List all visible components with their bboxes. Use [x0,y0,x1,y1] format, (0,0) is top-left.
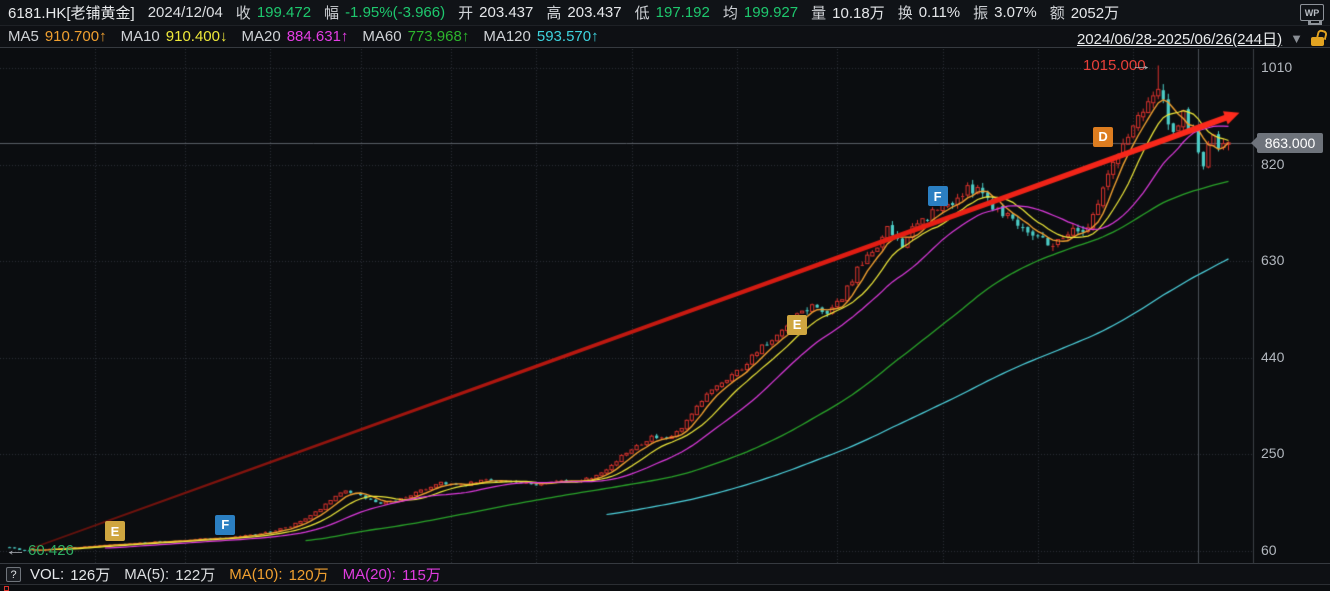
ma-item-value: 884.631↑ [286,28,349,45]
volume-bar [4,586,9,591]
chevron-down-icon[interactable]: ▼ [1290,31,1303,46]
quote-field: 低 197.192 [635,2,710,23]
event-marker-E[interactable]: E [787,314,808,335]
quote-field: 量 10.18万 [811,2,885,23]
wp-icon-label: WP [1304,7,1320,18]
quote-fields: 收 199.472 幅 -1.95%(-3.966) 开 203.437 高 203.437 低… [236,2,1119,23]
ma-values: MA5 910.700↑ MA10 910.400↓ MA20 884.631↑ MA60 7… [8,28,599,45]
ma-item-value: 593.570↑ [536,28,599,45]
help-icon[interactable]: ? [6,567,21,582]
ma-indicator-bar: MA5 910.700↑ MA10 910.400↓ MA20 884.631↑ MA60 7… [0,26,1330,48]
quote-field-label: 幅 [324,5,340,22]
ma-item-label: MA5 [8,28,39,45]
quote-field-label: 低 [634,5,650,22]
quote-field-value: 0.11% [918,4,961,21]
ma-item: MA10 910.400↓ [121,28,228,45]
volume-toolbar: ? VOL: 126万 MA(5): 122万 MA(10): 120万 MA(20): 11… [0,563,1330,585]
quote-field-value: 10.18万 [832,5,885,22]
quote-field-label: 振 [973,5,989,22]
y-axis-tick: 630 [1261,252,1285,269]
quote-field: 高 203.437 [546,2,621,23]
y-axis-tick: 820 [1261,155,1285,172]
volume-values: VOL: 126万 MA(5): 122万 MA(10): 120万 MA(20): 115万 [30,564,441,585]
quote-field-value: 199.472 [256,4,312,21]
arrow-left-icon: ← [4,541,27,559]
ma-item-label: MA120 [483,28,531,45]
volume-item: MA(20): 115万 [343,564,441,585]
lock-icon[interactable] [1311,36,1324,46]
last-price-value: 863.000 [1264,134,1316,151]
y-axis-tick: 1010 [1261,59,1293,75]
candlestick-chart[interactable]: 1010 820 630 440 250 60 E F E F D 1015.000 → ← 60… [0,49,1330,563]
event-marker-E[interactable]: E [104,521,125,542]
quote-field-label: 量 [811,5,827,22]
quote-field-label: 收 [235,5,251,22]
y-axis-tick: 440 [1261,348,1285,365]
volume-item-label: MA(10): [229,565,283,583]
quote-field-label: 额 [1049,5,1065,22]
quote-field: 换 0.11% [898,2,960,23]
ma-item-value: 910.400↓ [165,28,228,45]
ma-item-label: MA10 [120,28,160,45]
ma-item: MA5 910.700↑ [8,28,107,45]
quote-field-value: 3.07% [994,4,1037,21]
quote-field: 幅 -1.95%(-3.966) [324,2,445,23]
header-bar: 6181.HK[老铺黄金] 2024/12/04 收 199.472 幅 -1.95%… [0,0,1330,26]
max-price-annotation: 1015.000 [1083,57,1146,75]
quote-field-value: 2052万 [1070,5,1120,22]
last-price-tag: 863.000 [1251,132,1323,153]
y-axis-tick: 250 [1261,445,1285,462]
quote-field: 收 199.472 [236,2,311,23]
volume-item: VOL: 126万 [30,564,110,585]
range-controls: 2024/06/28-2025/06/26(244日) ▼ [1077,28,1324,49]
volume-item-value: 126万 [70,566,111,584]
event-marker-F[interactable]: F [927,186,948,207]
quote-field-label: 开 [458,5,474,22]
quote-field-label: 换 [897,5,913,22]
volume-item: MA(5): 122万 [124,564,215,585]
ma-item: MA60 773.968↑ [362,28,469,45]
ma-item-label: MA20 [241,28,281,45]
volume-item-value: 122万 [175,566,216,584]
quote-field: 额 2052万 [1050,2,1119,23]
arrow-right-icon: → [1130,57,1153,75]
quote-field-value: 203.437 [479,4,534,21]
quote-field-value: 199.927 [743,4,799,21]
ma-item: MA20 884.631↑ [242,28,349,45]
event-marker-D[interactable]: D [1093,126,1114,147]
quote-field-label: 均 [722,5,738,22]
volume-item-value: 120万 [288,566,329,584]
volume-item-label: MA(5): [124,565,170,583]
ma-item: MA120 593.570↑ [483,28,598,45]
wp-monitor-icon[interactable]: WP [1300,4,1324,25]
quote-date: 2024/12/04 [147,4,223,21]
volume-item-label: MA(20): [342,565,396,583]
quote-field-label: 高 [546,5,562,22]
quote-field-value: -1.95%(-3.966) [345,4,446,21]
event-marker-F[interactable]: F [215,514,236,535]
symbol-title[interactable]: 6181.HK[老铺黄金] [8,5,135,22]
quote-field-value: 203.437 [567,4,622,21]
ma-item-label: MA60 [362,28,402,45]
ma-item-value: 773.968↑ [407,28,470,45]
y-axis-tick: 60 [1261,541,1277,558]
ma-item-value: 910.700↑ [44,28,107,45]
quote-field-value: 197.192 [655,4,710,21]
date-range-selector[interactable]: 2024/06/28-2025/06/26(244日) [1076,31,1283,48]
volume-item-value: 115万 [401,566,441,584]
chart-canvas[interactable] [0,49,1330,563]
quote-field: 振 3.07% [973,2,1037,23]
volume-pane [0,586,1330,591]
volume-item: MA(10): 120万 [229,564,328,585]
quote-field: 均 199.927 [723,2,798,23]
volume-item-label: VOL: [30,565,65,583]
min-price-annotation: 60.426 [28,541,74,559]
quote-field: 开 203.437 [458,2,533,23]
